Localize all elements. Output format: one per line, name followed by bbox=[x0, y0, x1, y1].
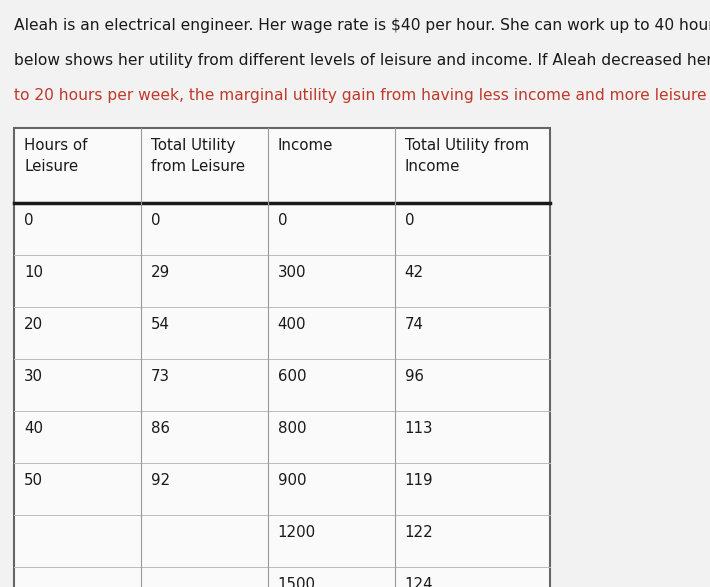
Text: 900: 900 bbox=[278, 473, 306, 488]
Text: 800: 800 bbox=[278, 421, 306, 436]
Text: 0: 0 bbox=[151, 213, 160, 228]
Text: Income: Income bbox=[278, 138, 333, 153]
Text: 30: 30 bbox=[24, 369, 43, 384]
Text: 50: 50 bbox=[24, 473, 43, 488]
Text: 122: 122 bbox=[405, 525, 433, 540]
Text: Total Utility
from Leisure: Total Utility from Leisure bbox=[151, 138, 245, 174]
Text: 54: 54 bbox=[151, 317, 170, 332]
Text: 124: 124 bbox=[405, 577, 433, 587]
Text: 600: 600 bbox=[278, 369, 306, 384]
Text: 42: 42 bbox=[405, 265, 424, 280]
Text: 300: 300 bbox=[278, 265, 306, 280]
Text: 40: 40 bbox=[24, 421, 43, 436]
Text: 1500: 1500 bbox=[278, 577, 316, 587]
Text: 0: 0 bbox=[24, 213, 33, 228]
Text: below shows her utility from different levels of leisure and income. If Aleah de: below shows her utility from different l… bbox=[14, 53, 710, 68]
Text: 1200: 1200 bbox=[278, 525, 316, 540]
Text: to 20 hours per week, the marginal utility gain from having less income and more: to 20 hours per week, the marginal utili… bbox=[14, 88, 710, 103]
Text: 73: 73 bbox=[151, 369, 170, 384]
Text: 74: 74 bbox=[405, 317, 424, 332]
Text: 29: 29 bbox=[151, 265, 170, 280]
Text: 0: 0 bbox=[405, 213, 414, 228]
Bar bbox=[14, 128, 550, 587]
Text: 119: 119 bbox=[405, 473, 433, 488]
Text: Hours of
Leisure: Hours of Leisure bbox=[24, 138, 87, 174]
Text: 96: 96 bbox=[405, 369, 424, 384]
Text: 113: 113 bbox=[405, 421, 433, 436]
Text: 0: 0 bbox=[278, 213, 287, 228]
Text: 20: 20 bbox=[24, 317, 43, 332]
Text: Total Utility from
Income: Total Utility from Income bbox=[405, 138, 529, 174]
Text: 86: 86 bbox=[151, 421, 170, 436]
Text: 10: 10 bbox=[24, 265, 43, 280]
Text: 400: 400 bbox=[278, 317, 306, 332]
Text: Aleah is an electrical engineer. Her wage rate is $40 per hour. She can work up : Aleah is an electrical engineer. Her wag… bbox=[14, 18, 710, 33]
Text: 92: 92 bbox=[151, 473, 170, 488]
